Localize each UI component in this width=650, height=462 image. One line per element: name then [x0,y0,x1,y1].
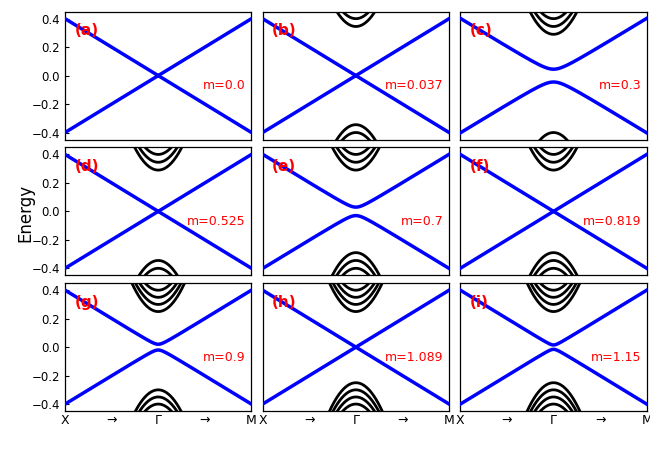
Text: m=1.15: m=1.15 [591,351,641,364]
Text: (d): (d) [74,159,99,174]
Text: m=0.3: m=0.3 [599,79,641,92]
Text: m=0.525: m=0.525 [187,215,246,228]
Text: (h): (h) [272,295,296,310]
Text: m=0.037: m=0.037 [385,79,443,92]
Text: m=1.089: m=1.089 [385,351,443,364]
Text: (a): (a) [74,23,98,38]
Text: (f): (f) [469,159,490,174]
Text: (c): (c) [469,23,492,38]
Text: m=0.9: m=0.9 [203,351,246,364]
Text: m=0.819: m=0.819 [582,215,641,228]
Text: m=0.7: m=0.7 [401,215,443,228]
Text: (g): (g) [74,295,99,310]
Text: Energy: Energy [16,183,34,242]
Text: m=0.0: m=0.0 [203,79,246,92]
Text: (i): (i) [469,295,489,310]
Text: (e): (e) [272,159,296,174]
Text: (b): (b) [272,23,296,38]
